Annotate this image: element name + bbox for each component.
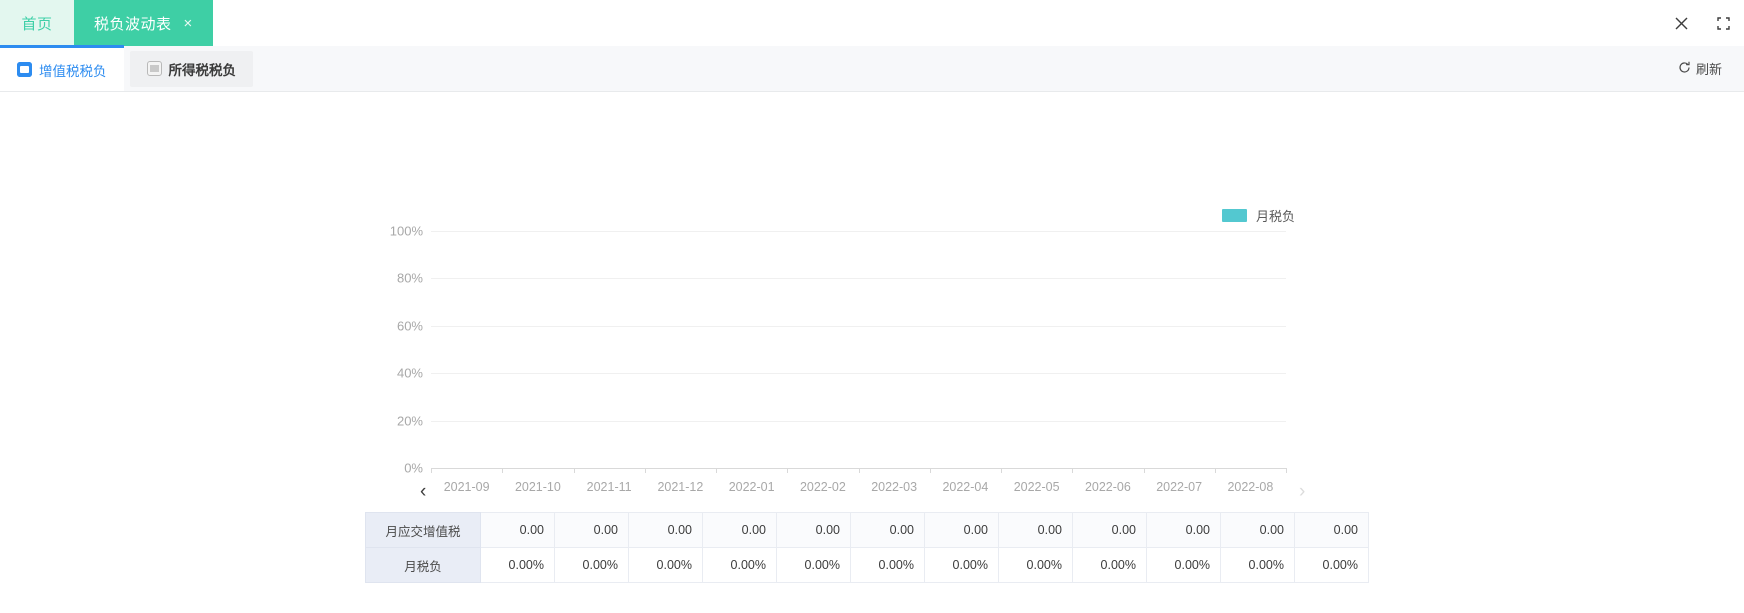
window-close-button[interactable] <box>1660 0 1702 46</box>
y-axis-tick-label: 80% <box>396 270 423 286</box>
x-axis-tick-label: 2022-04 <box>942 480 989 494</box>
table-cell: 0.00 <box>850 512 925 548</box>
table-row: 月税负 0.00% 0.00% 0.00% 0.00% 0.00% 0.00% 0.00% 0.… <box>365 547 1369 583</box>
table-cell: 0.00 <box>1072 512 1147 548</box>
nav-tab-home-label: 首页 <box>21 15 53 33</box>
gridline <box>431 278 1286 280</box>
nav-tab-tax-fluctuation[interactable]: 税负波动表 × <box>74 0 213 46</box>
chart-next-page-button[interactable]: › <box>1299 481 1306 502</box>
x-axis-tick <box>644 468 646 473</box>
table-cell: 0.00 <box>924 512 999 548</box>
y-axis-tick-label: 0% <box>404 460 423 476</box>
x-axis-tick <box>502 468 504 473</box>
x-axis-tick <box>1001 468 1002 473</box>
income-tax-report-icon <box>146 61 162 76</box>
x-axis-tick <box>1143 468 1145 473</box>
refresh-label: 刷新 <box>1695 62 1722 77</box>
table-cell: 0.00 <box>776 512 851 548</box>
tab-strip-spacer <box>213 0 1660 46</box>
fullscreen-icon <box>1716 16 1731 31</box>
tab-vat-tax-burden-label: 增值税税负 <box>39 63 107 79</box>
x-axis-tick <box>431 468 432 473</box>
x-axis-tick-label: 2021-10 <box>514 480 561 494</box>
gridline <box>431 420 1286 422</box>
window-tab-strip: 首页 税负波动表 × <box>0 0 1744 46</box>
x-axis-tick-label: 2022-03 <box>871 480 918 494</box>
table-cell: 0.00 <box>1146 512 1221 548</box>
x-axis-tick <box>1214 468 1216 473</box>
x-axis-tick <box>1286 468 1287 473</box>
y-axis-tick-label: 40% <box>396 365 423 381</box>
table-cell: 0.00% <box>850 547 925 583</box>
x-axis-tick-label: 2022-06 <box>1084 480 1131 494</box>
tax-burden-chart: 0% 20% 40% 60% 80% 100% 2021-09 2021-10 2021-11… <box>0 92 1744 502</box>
table-row: 月应交增值税 0.00 0.00 0.00 0.00 0.00 0.00 0.00 0.00 0.… <box>365 512 1369 548</box>
x-axis-tick <box>1072 468 1074 473</box>
table-cell: 0.00% <box>554 547 629 583</box>
table-cell: 0.00% <box>1072 547 1147 583</box>
table-cell: 0.00% <box>480 547 555 583</box>
tab-income-tax-burden[interactable]: 所得税税负 <box>129 50 253 87</box>
table-cell: 0.00 <box>628 512 703 548</box>
sub-tab-bar-spacer <box>253 46 1678 91</box>
chart-legend[interactable]: 月税负 <box>1222 206 1295 225</box>
nav-tab-close-icon[interactable]: × <box>183 14 193 32</box>
x-axis-tick-label: 2022-07 <box>1156 480 1203 494</box>
x-axis-tick-label: 2022-01 <box>728 480 775 494</box>
x-axis-tick-label: 2021-12 <box>657 480 704 494</box>
y-axis-tick-label: 100% <box>389 223 423 239</box>
gridline <box>431 231 1286 232</box>
x-axis-tick <box>787 468 789 473</box>
table-cell: 0.00% <box>702 547 777 583</box>
refresh-icon <box>1678 61 1691 77</box>
table-row-header: 月税负 <box>365 547 481 583</box>
x-axis-tick-label: 2022-08 <box>1227 480 1274 494</box>
legend-label-monthly-tax-burden: 月税负 <box>1256 209 1296 224</box>
y-axis-tick-label: 60% <box>396 318 423 334</box>
x-axis-tick-label: 2022-02 <box>799 480 846 494</box>
table-cell: 0.00% <box>998 547 1073 583</box>
close-icon <box>1674 16 1689 31</box>
tax-burden-data-table: 月应交增值税 0.00 0.00 0.00 0.00 0.00 0.00 0.00 0.00 0.… <box>365 512 1369 583</box>
table-cell: 0.00% <box>1294 547 1369 583</box>
window-fullscreen-button[interactable] <box>1702 0 1744 46</box>
table-cell: 0.00% <box>1220 547 1295 583</box>
vat-report-icon <box>17 62 32 77</box>
nav-tab-home[interactable]: 首页 <box>0 0 74 46</box>
table-cell: 0.00% <box>924 547 999 583</box>
gridline <box>431 325 1286 327</box>
report-canvas: 月税负 0% 20% 40% 60% 80% 100% 2021-09 2021-10 202… <box>0 92 1744 613</box>
gridline <box>431 373 1286 375</box>
tab-vat-tax-burden[interactable]: 增值税税负 <box>0 45 124 91</box>
y-axis-tick-label: 20% <box>396 413 423 429</box>
table-cell: 0.00 <box>702 512 777 548</box>
x-axis-tick-label: 2021-09 <box>443 480 490 494</box>
x-axis-tick-label: 2021-11 <box>586 480 632 494</box>
x-axis-tick <box>716 468 717 473</box>
table-cell: 0.00 <box>1220 512 1295 548</box>
x-axis-tick <box>858 468 860 473</box>
table-cell: 0.00 <box>1294 512 1369 548</box>
x-axis-tick-label: 2022-05 <box>1013 480 1060 494</box>
legend-swatch-monthly-tax-burden <box>1222 209 1247 222</box>
refresh-button[interactable]: 刷新 <box>1678 46 1744 91</box>
report-sub-tab-bar: 增值税税负 所得税税负 刷新 <box>0 45 1744 92</box>
table-cell: 0.00 <box>480 512 555 548</box>
nav-tab-tax-fluctuation-label: 税负波动表 <box>94 15 172 33</box>
table-cell: 0.00% <box>776 547 851 583</box>
table-cell: 0.00% <box>628 547 703 583</box>
chart-prev-page-button[interactable]: ‹ <box>420 481 427 502</box>
table-cell: 0.00 <box>998 512 1073 548</box>
x-axis-tick <box>929 468 931 473</box>
tab-income-tax-burden-label: 所得税税负 <box>168 62 237 78</box>
table-row-header: 月应交增值税 <box>365 512 481 548</box>
table-cell: 0.00 <box>554 512 629 548</box>
x-axis-tick <box>573 468 575 473</box>
table-cell: 0.00% <box>1146 547 1221 583</box>
